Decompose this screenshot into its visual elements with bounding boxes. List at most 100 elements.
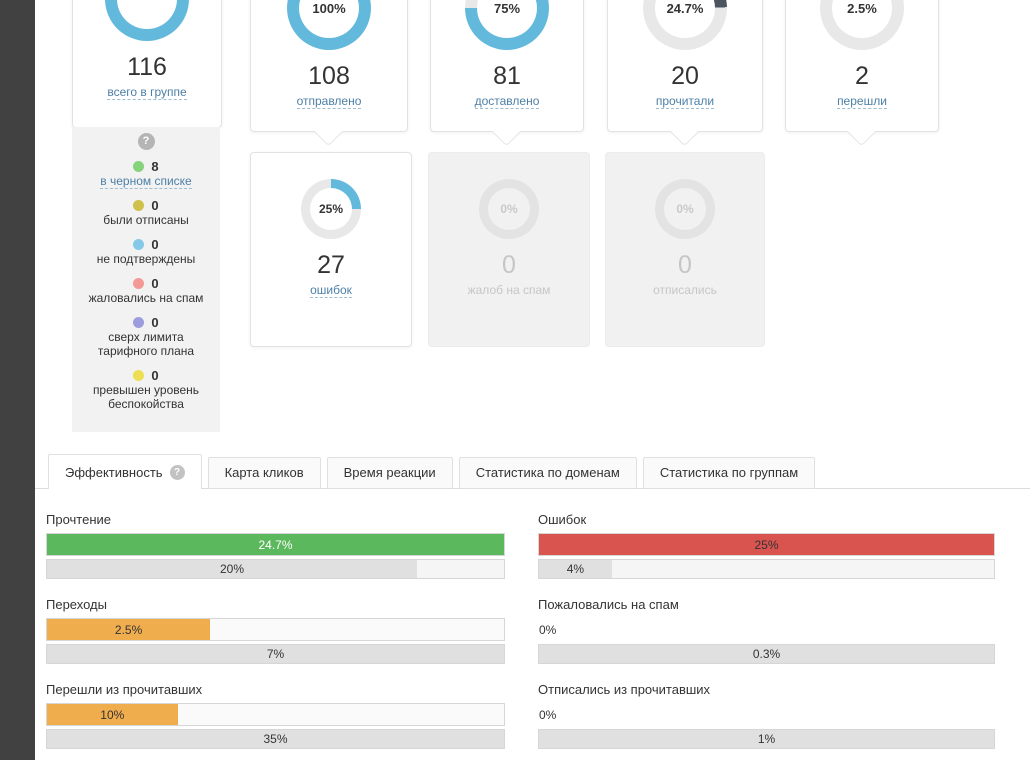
donut-chart-errors: 25% — [301, 179, 361, 239]
campaign-bar: 0% — [538, 703, 995, 726]
donut-percent-clicked: 2.5% — [832, 0, 892, 38]
metric-value-errors: 27 — [317, 251, 345, 279]
bar-group-title: Перешли из прочитавших — [46, 682, 203, 697]
metric-link-sent[interactable]: отправлено — [296, 94, 362, 109]
group-status-legend: ? 8 в черном списке 0 были отписаны 0 не… — [72, 127, 220, 432]
legend-item-spam-complaint: 0 жаловались на спам — [72, 275, 220, 306]
donut-chart-total — [105, 0, 189, 41]
bar-group-unsubscribed-from-read: Отписались из прочитавших 0% 1% — [538, 670, 995, 749]
metric-value-unsubscribed: 0 — [678, 251, 692, 279]
anxiety-dot-icon — [133, 369, 145, 381]
left-dark-strip — [0, 0, 35, 760]
tab-effectiveness[interactable]: Эффективность ? — [48, 454, 202, 489]
bar-group-clicks: Переходы 2.5% 7% — [46, 585, 505, 664]
metric-value-total: 116 — [127, 53, 167, 81]
legend-label: сверх лимита тарифного плана — [97, 330, 195, 358]
average-bar: 20% — [46, 559, 505, 579]
metric-link-read[interactable]: прочитали — [655, 94, 715, 109]
metric-link-clicked[interactable]: перешли — [837, 94, 887, 109]
donut-chart-delivered: 75% — [465, 0, 549, 50]
metric-link-delivered[interactable]: доставлено — [474, 94, 540, 109]
bar-group-reading: Прочтение 24.7% 20% — [46, 500, 505, 579]
campaign-bar: 25% — [538, 533, 995, 556]
average-bar: 0.3% — [538, 644, 995, 664]
spam-complaints-card: 0% 0 жалоб на спам — [428, 152, 590, 347]
tab-group-stats[interactable]: Статистика по группам — [642, 457, 816, 489]
campaign-bar: 0% — [538, 618, 995, 641]
campaign-bar-fill: 24.7% — [47, 534, 504, 555]
average-bar-fill: 20% — [47, 560, 418, 578]
tab-click-map[interactable]: Карта кликов — [207, 457, 321, 489]
legend-item-over-limit: 0 сверх лимита тарифного плана — [72, 314, 220, 359]
tab-reaction-time[interactable]: Время реакции — [326, 457, 453, 489]
legend-item-blacklist: 8 в черном списке — [72, 158, 220, 189]
donut-chart-unsubscribed: 0% — [655, 179, 715, 239]
legend-label: не подтверждены — [96, 252, 196, 266]
unsubscribed-card: 0% 0 отписались — [605, 152, 765, 347]
unsubscribed-dot-icon — [133, 199, 145, 211]
donut-chart-spam: 0% — [479, 179, 539, 239]
legend-label: превышен уровень беспокойства — [92, 383, 200, 411]
bar-group-title: Отписались из прочитавших — [538, 682, 711, 697]
summary-card-total: 116 всего в группе — [72, 0, 222, 128]
legend-count-value: 8 — [151, 158, 159, 174]
over-limit-dot-icon — [133, 316, 145, 328]
average-bar-fill: 4% — [539, 560, 612, 578]
metric-link-total[interactable]: всего в группе — [107, 85, 187, 100]
donut-percent-total — [117, 0, 177, 29]
campaign-bar-fill: 0% — [539, 707, 557, 722]
help-icon[interactable]: ? — [169, 464, 185, 480]
spam-dot-icon — [133, 277, 145, 289]
metric-link-errors[interactable]: ошибок — [310, 283, 352, 298]
summary-card-clicked: 2.5% 2 перешли — [785, 0, 939, 147]
donut-percent-delivered: 75% — [477, 0, 537, 38]
metric-value-sent: 108 — [308, 62, 350, 90]
summary-card-read: 24.7% 20 прочитали — [607, 0, 763, 147]
report-page: 116 всего в группе 100% 108 отправлено 7… — [35, 0, 1030, 760]
blacklist-dot-icon — [133, 160, 145, 172]
bar-group-spam-complaints: Пожаловались на спам 0% 0.3% — [538, 585, 995, 664]
legend-item-anxiety-level: 0 превышен уровень беспокойства — [72, 367, 220, 412]
bar-group-title: Переходы — [46, 597, 107, 612]
metric-value-delivered: 81 — [493, 62, 521, 90]
errors-card: 25% 27 ошибок — [250, 152, 412, 347]
bar-group-title: Прочтение — [46, 512, 111, 527]
average-bar: 1% — [538, 729, 995, 749]
campaign-bar: 10% — [46, 703, 505, 726]
legend-count-value: 0 — [151, 275, 159, 291]
campaign-bar-fill: 25% — [539, 534, 994, 555]
legend-count-value: 0 — [151, 197, 159, 213]
average-bar: 35% — [46, 729, 505, 749]
donut-chart-sent: 100% — [287, 0, 371, 50]
card-point — [313, 116, 344, 147]
help-icon[interactable]: ? — [137, 133, 155, 150]
average-bar-fill: 7% — [47, 645, 504, 663]
legend-count-value: 0 — [151, 367, 159, 383]
bar-group-errors: Ошибок 25% 4% — [538, 500, 995, 579]
legend-label: были отписаны — [103, 213, 189, 227]
campaign-bar: 2.5% — [46, 618, 505, 641]
metric-value-spam: 0 — [502, 251, 516, 279]
campaign-bar-fill: 2.5% — [47, 619, 211, 640]
campaign-bar-fill: 10% — [47, 704, 178, 725]
legend-item-unsubscribed: 0 были отписаны — [72, 197, 220, 228]
donut-chart-read: 24.7% — [643, 0, 727, 50]
legend-count-value: 0 — [151, 236, 159, 252]
card-point — [491, 116, 522, 147]
average-bar-fill: 0.3% — [539, 645, 994, 663]
average-bar: 4% — [538, 559, 995, 579]
effectiveness-bars: Прочтение 24.7% 20% Переходы 2.5% 7% Пер… — [46, 500, 1008, 749]
tab-domain-stats[interactable]: Статистика по доменам — [458, 457, 637, 489]
legend-label: жаловались на спам — [88, 291, 204, 305]
donut-chart-clicked: 2.5% — [820, 0, 904, 50]
bar-group-title: Ошибок — [538, 512, 587, 527]
card-point — [669, 116, 700, 147]
unconfirmed-dot-icon — [133, 238, 145, 250]
average-bar: 7% — [46, 644, 505, 664]
donut-percent-spam: 0% — [488, 188, 530, 230]
summary-card-delivered: 75% 81 доставлено — [430, 0, 584, 147]
campaign-bar: 24.7% — [46, 533, 505, 556]
donut-percent-errors: 25% — [310, 188, 352, 230]
legend-item-unconfirmed: 0 не подтверждены — [72, 236, 220, 267]
blacklist-link[interactable]: в черном списке — [100, 174, 192, 189]
